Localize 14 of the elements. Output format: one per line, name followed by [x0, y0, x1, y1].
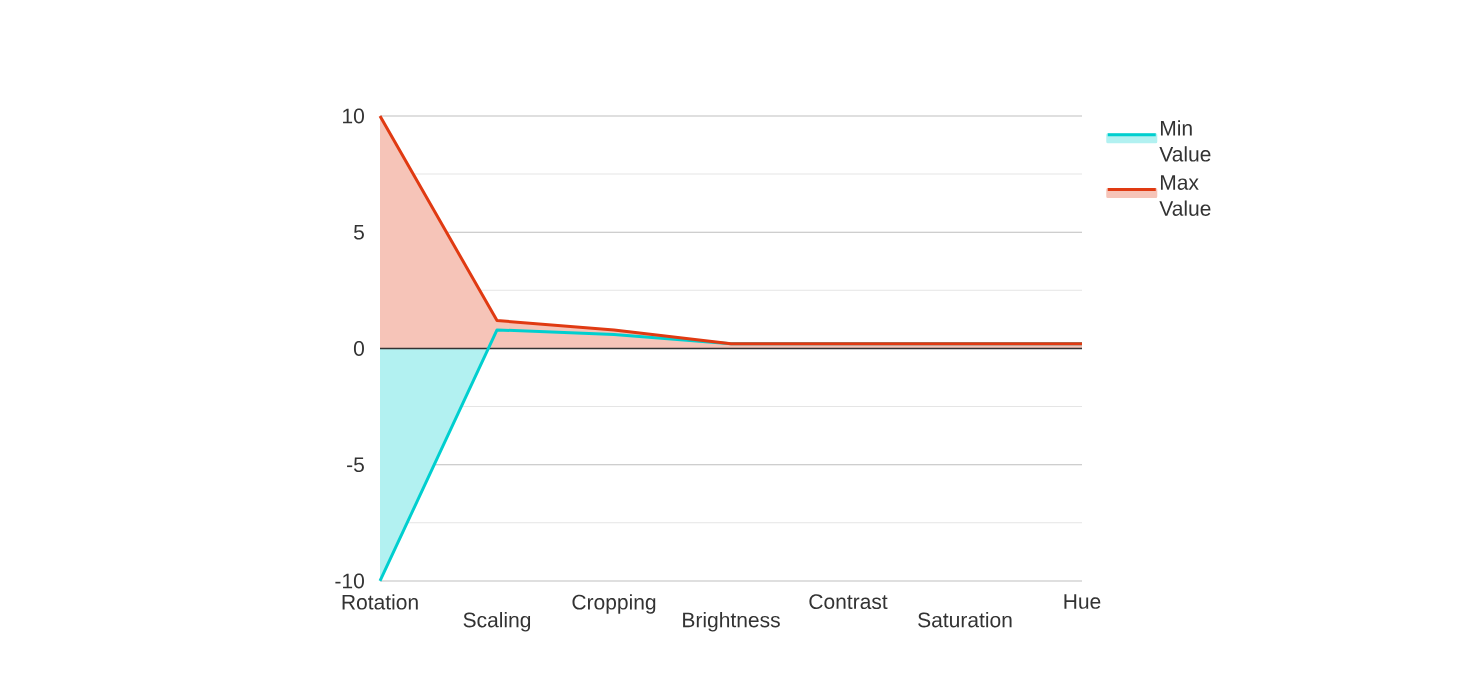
x-tick-label: Saturation — [918, 611, 1012, 628]
x-tick-label: Cropping — [572, 594, 656, 614]
y-tick-label: 5 — [353, 224, 364, 240]
y-tick-label: 10 — [343, 108, 364, 124]
x-tick-label: Brightness — [683, 611, 780, 632]
y-tick-label: -5 — [347, 457, 364, 473]
y-tick-label: -10 — [335, 573, 364, 589]
y-tick-label: 0 — [353, 341, 364, 356]
legend-label: Max Value — [1159, 175, 1211, 216]
x-tick-label: Hue — [1064, 594, 1101, 609]
x-tick-label: Contrast — [809, 594, 888, 610]
x-tick-label: Scaling — [463, 611, 531, 632]
x-tick-label: Rotation — [342, 594, 418, 610]
legend-label: Min Value — [1159, 120, 1211, 162]
